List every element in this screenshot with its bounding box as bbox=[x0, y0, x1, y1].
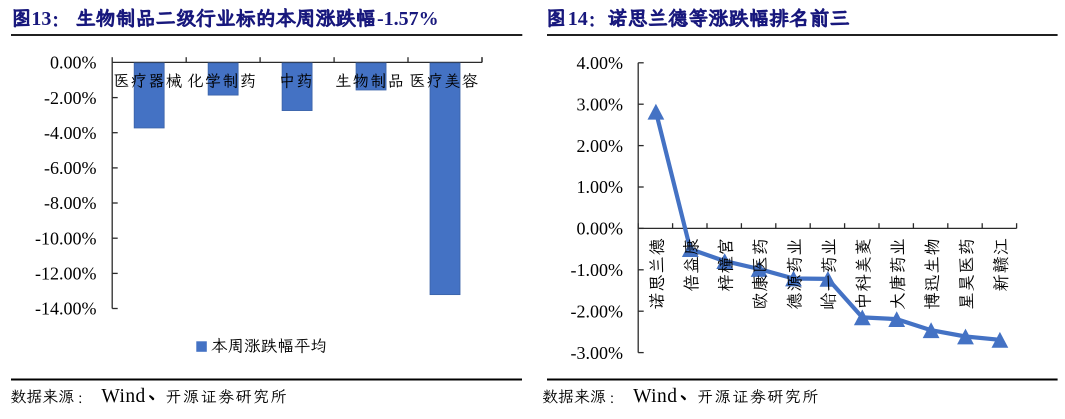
svg-text:14: 14 bbox=[568, 8, 588, 30]
svg-text:-4.00%: -4.00% bbox=[44, 123, 97, 143]
svg-text:0.00%: 0.00% bbox=[577, 219, 624, 239]
svg-text:1.00%: 1.00% bbox=[577, 177, 624, 197]
svg-text:-2.00%: -2.00% bbox=[571, 301, 624, 321]
svg-text:-1.00%: -1.00% bbox=[571, 260, 624, 280]
svg-text:13: 13 bbox=[31, 8, 51, 30]
svg-text:-1.57%: -1.57% bbox=[377, 8, 439, 30]
svg-text:2.00%: 2.00% bbox=[577, 136, 624, 156]
svg-text:Wind: Wind bbox=[101, 386, 145, 407]
svg-text:-14.00%: -14.00% bbox=[35, 299, 97, 319]
svg-text:-3.00%: -3.00% bbox=[571, 343, 624, 363]
svg-text:-12.00%: -12.00% bbox=[35, 264, 97, 284]
svg-text:-2.00%: -2.00% bbox=[44, 88, 97, 108]
svg-text:Wind: Wind bbox=[633, 386, 677, 407]
svg-text:3.00%: 3.00% bbox=[577, 94, 624, 114]
svg-text:0.00%: 0.00% bbox=[50, 53, 97, 73]
svg-text:-8.00%: -8.00% bbox=[44, 193, 97, 213]
svg-text:-10.00%: -10.00% bbox=[35, 228, 97, 248]
svg-text:4.00%: 4.00% bbox=[577, 53, 624, 73]
svg-text:-6.00%: -6.00% bbox=[44, 158, 97, 178]
